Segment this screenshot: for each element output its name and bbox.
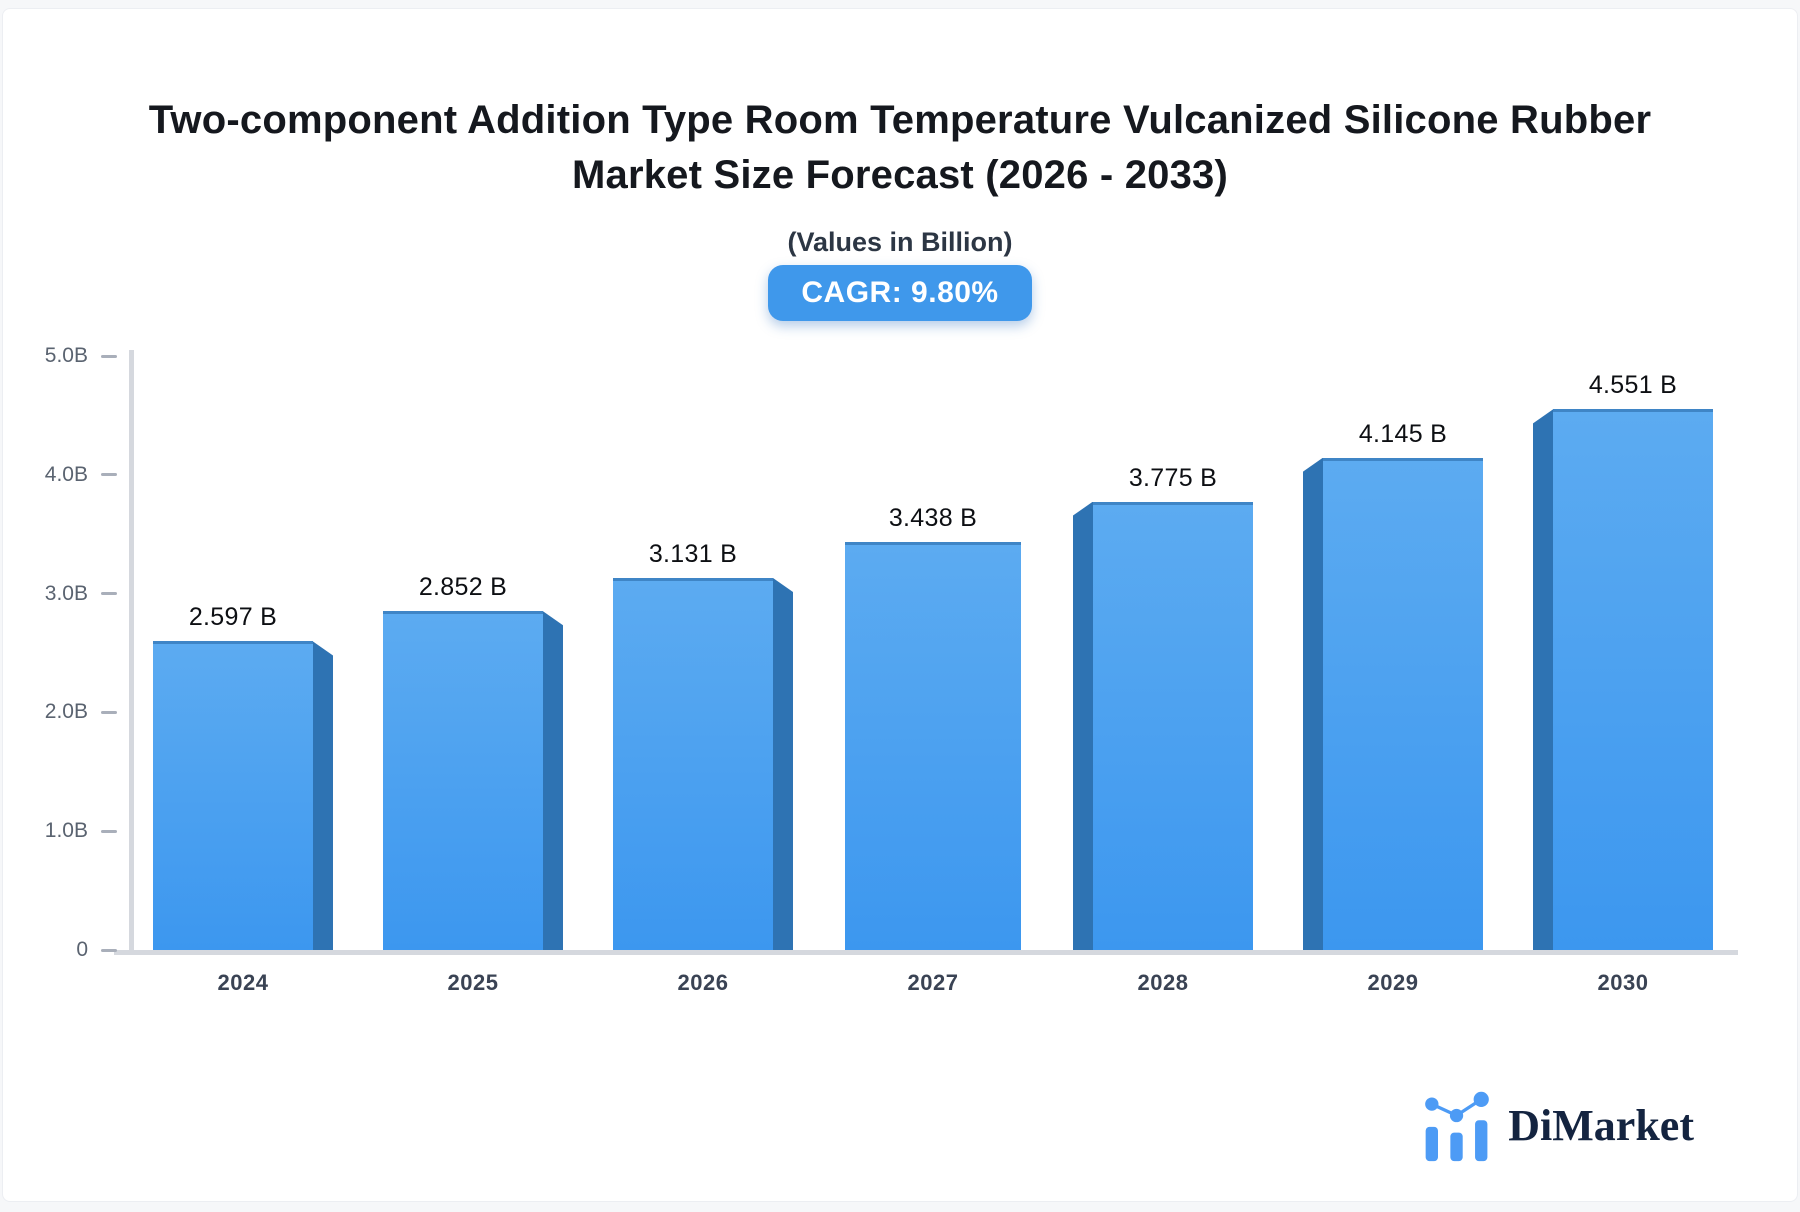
bar-value-label: 2.597 B <box>188 603 278 632</box>
bar-value-label: 3.438 B <box>888 503 978 532</box>
bar-slot: 3.775 B <box>1048 356 1278 950</box>
bar-face <box>613 578 773 950</box>
y-tick-label: 4.0B <box>44 462 88 486</box>
y-tick-label: 0 <box>76 938 88 961</box>
bar-2029: 4.145 B <box>1303 420 1483 950</box>
x-axis-label-2027: 2027 <box>907 970 959 995</box>
bar-slot: 3.438 B <box>818 356 1048 950</box>
x-axis-label-2029: 2029 <box>1367 970 1419 995</box>
x-axis-label-2030: 2030 <box>1597 970 1649 995</box>
x-axis-label-2025: 2025 <box>447 970 499 995</box>
chart-title-line2: Market Size Forecast (2026 - 2033) <box>571 153 1229 197</box>
chart-subtitle: (Values in Billion) <box>787 227 1013 257</box>
bars-container: 2.597 B 2.852 B 3.131 B 3.438 B 3.775 B 4.145… <box>128 356 1738 950</box>
bar-face <box>845 541 1021 950</box>
bar-chart-logo-icon <box>1425 1091 1490 1162</box>
bar-face <box>153 641 313 950</box>
y-tick: 3.0B <box>42 582 117 606</box>
bar-2024: 2.597 B <box>153 603 333 950</box>
bar-slot: 2.597 B <box>128 356 358 950</box>
x-axis-labels: 2024 2025 2026 2027 2028 2029 2030 <box>128 970 1738 996</box>
bar-side-face <box>1073 501 1093 950</box>
bar-2027: 3.438 B <box>843 504 1023 950</box>
y-tick-label: 3.0B <box>44 581 88 605</box>
chart-title-line1: Two-component Addition Type Room Tempera… <box>148 98 1652 142</box>
x-axis-label-2024: 2024 <box>217 970 269 995</box>
bar-2026: 3.131 B <box>613 540 793 950</box>
x-axis-label-2028: 2028 <box>1137 970 1189 995</box>
bar-face <box>1553 409 1713 950</box>
chart-title: Two-component Addition Type Room Tempera… <box>3 93 1797 203</box>
bar-slot: 4.551 B <box>1508 356 1738 950</box>
bar-2028: 3.775 B <box>1073 464 1253 950</box>
logo-wordmark: DiMarket <box>1508 1100 1694 1150</box>
bar-face <box>383 611 543 950</box>
x-axis-label-2026: 2026 <box>677 970 729 995</box>
bar-side-face <box>1533 409 1553 950</box>
y-tick-mark <box>101 592 117 596</box>
y-tick: 2.0B <box>42 700 117 724</box>
y-tick: 0 <box>42 938 117 962</box>
bar-2030: 4.551 B <box>1533 371 1713 950</box>
bar-value-label: 3.131 B <box>648 540 738 569</box>
bar-slot: 2.852 B <box>358 356 588 950</box>
bar-value-label: 2.852 B <box>418 573 508 602</box>
y-tick-mark <box>101 354 117 358</box>
badge-row: CAGR: 9.80% <box>3 265 1797 321</box>
bar-value-label: 4.145 B <box>1358 419 1448 448</box>
bar-value-label: 4.551 B <box>1588 371 1678 400</box>
bar-value-label: 3.775 B <box>1128 463 1218 492</box>
bar-side-face <box>543 611 563 950</box>
bar-side-face <box>313 641 333 950</box>
bar-slot: 4.145 B <box>1278 356 1508 950</box>
y-tick-mark <box>101 473 117 477</box>
bar-side-face <box>773 578 793 950</box>
y-tick: 4.0B <box>42 463 117 487</box>
bar-face <box>1323 457 1483 950</box>
y-tick: 1.0B <box>42 819 117 843</box>
y-tick-mark <box>101 948 117 952</box>
y-tick-mark <box>101 829 117 833</box>
y-tick-label: 1.0B <box>44 819 88 843</box>
bar-2025: 2.852 B <box>383 573 563 950</box>
plot-area: 0 1.0B 2.0B 3.0B 4.0B 5.0B 2.597 B 2.852 B 3.13… <box>45 344 1738 995</box>
cagr-badge: CAGR: 9.80% <box>768 265 1032 321</box>
y-axis-line <box>129 350 134 950</box>
y-tick-label: 5.0B <box>44 344 88 367</box>
bar-side-face <box>1303 457 1323 950</box>
x-axis-line <box>114 950 1738 955</box>
bar-slot: 3.131 B <box>588 356 818 950</box>
y-tick-label: 2.0B <box>44 700 88 724</box>
y-tick-mark <box>101 710 117 714</box>
bar-face <box>1093 501 1253 950</box>
chart-card: Two-component Addition Type Room Tempera… <box>2 8 1798 1202</box>
y-tick: 5.0B <box>42 344 117 368</box>
dimarket-logo: DiMarket <box>1419 1087 1694 1163</box>
